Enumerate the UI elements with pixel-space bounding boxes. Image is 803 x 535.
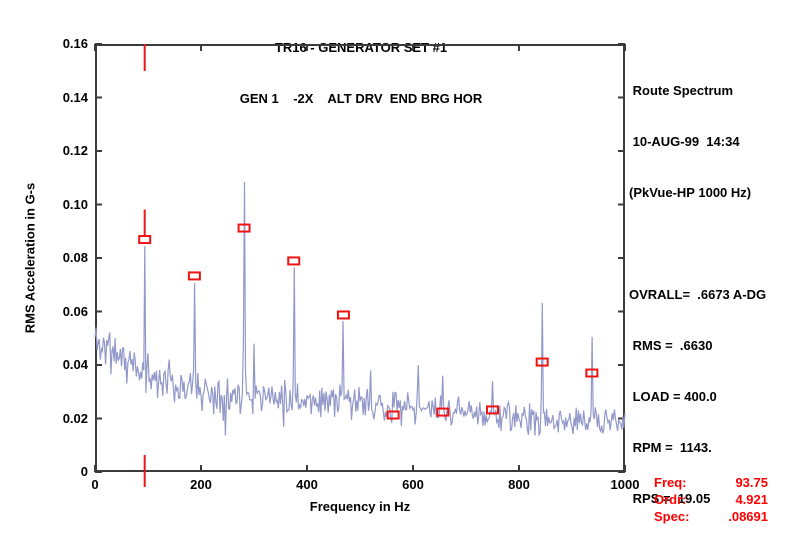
y-axis-tick-label: 0.02 <box>62 410 88 426</box>
readout-value: 93.75 <box>735 475 768 490</box>
info-line: (PkVue-HP 1000 Hz) <box>629 185 752 200</box>
y-axis-tick-label: 0.06 <box>62 303 88 319</box>
info-line: RMS = .6630 <box>629 338 713 353</box>
x-axis-tick-label: 1000 <box>610 477 640 492</box>
y-axis-tick-label: 0.12 <box>62 143 88 158</box>
page-subtitle: GEN 1 -2X ALT DRV END BRG HOR <box>239 91 483 106</box>
readout-row-spec: Spec: .08691 <box>654 508 768 525</box>
readout-label: Freq: <box>654 475 687 490</box>
x-axis-tick-label: 400 <box>296 477 318 492</box>
title-block: TR16 - GENERATOR SET #1 GEN 1 -2X ALT DR… <box>0 5 722 141</box>
x-axis-tick-label: 0 <box>91 477 99 492</box>
info-line: Route Spectrum <box>629 83 734 98</box>
readout-value: 4.921 <box>735 492 768 507</box>
harmonic-marker[interactable] <box>585 368 599 378</box>
x-axis-tick-label: 800 <box>508 477 530 492</box>
readout-label: Spec: <box>654 509 690 524</box>
y-axis-tick-label: 0.10 <box>62 196 88 212</box>
x-axis-tick-label: 600 <box>402 477 424 492</box>
harmonic-marker[interactable] <box>535 357 549 367</box>
info-line: OVRALL= .6673 A-DG <box>629 287 767 302</box>
info-line <box>629 235 766 252</box>
info-line: 10-AUG-99 14:34 <box>629 134 740 149</box>
harmonic-marker[interactable] <box>187 271 201 281</box>
info-panel: Route Spectrum 10-AUG-99 14:34 (PkVue-HP… <box>629 48 766 535</box>
y-axis-tick-label: 0.16 <box>62 36 88 51</box>
page-title: TR16 - GENERATOR SET #1 <box>274 40 448 55</box>
readout-value: .08691 <box>728 509 768 524</box>
y-axis-tick-label: 0.14 <box>62 89 88 105</box>
spectrum-plot[interactable] <box>94 43 626 487</box>
info-line: RPS = 19.05 <box>629 491 711 506</box>
info-line: RPM = 1143. <box>629 440 712 455</box>
y-axis-title: RMS Acceleration in G-s <box>22 182 38 334</box>
y-axis-tick-label: 0.08 <box>62 250 88 265</box>
harmonic-marker[interactable] <box>436 407 450 417</box>
readout-row-freq: Freq: 93.75 <box>654 474 768 491</box>
harmonic-marker[interactable] <box>486 405 499 415</box>
y-axis-tick-label: 0 <box>80 464 88 479</box>
plot-border <box>95 44 625 472</box>
harmonic-marker[interactable] <box>287 256 301 266</box>
y-axis-tick-label: 0.04 <box>62 357 88 372</box>
info-line: LOAD = 400.0 <box>629 389 717 404</box>
harmonic-marker[interactable] <box>336 310 350 320</box>
x-axis-title: Frequency in Hz <box>309 499 411 514</box>
harmonic-marker[interactable] <box>138 235 152 245</box>
readout-row-order: Ordr: 4.921 <box>654 491 768 508</box>
harmonic-marker[interactable] <box>386 410 400 420</box>
spectrum-line <box>94 181 626 437</box>
readout-label: Ordr: <box>654 492 687 507</box>
x-axis-tick-label: 200 <box>190 477 212 492</box>
cursor-readout: Freq: 93.75 Ordr: 4.921 Spec: .08691 <box>654 474 768 525</box>
harmonic-marker[interactable] <box>237 223 251 233</box>
